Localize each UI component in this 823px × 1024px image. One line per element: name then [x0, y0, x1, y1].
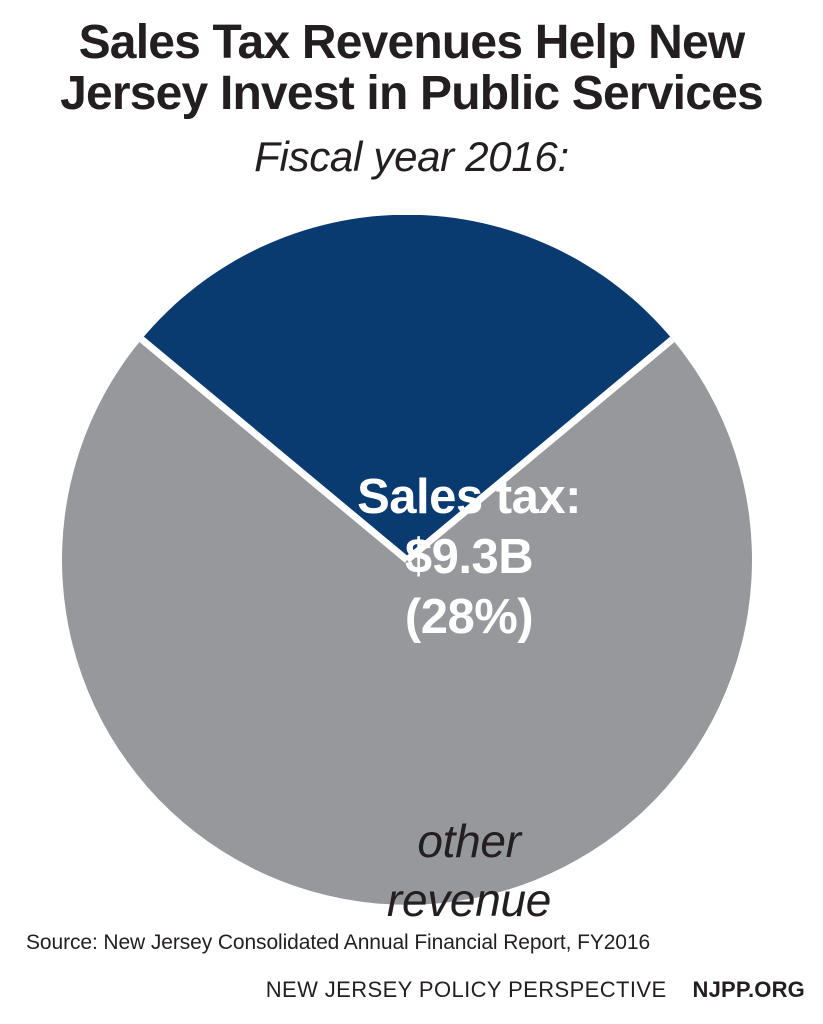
organization-name: NEW JERSEY POLICY PERSPECTIVE	[265, 977, 667, 1002]
pie-slice-other-revenue[interactable]	[62, 339, 752, 905]
title-block: Sales Tax Revenues Help New Jersey Inves…	[0, 16, 823, 180]
pie-separator-right	[404, 336, 675, 563]
pie-separator-left	[139, 336, 410, 563]
pie-chart: Sales tax: $9.3B (28%) other revenue	[62, 215, 752, 926]
source-note: Source: New Jersey Consolidated Annual F…	[26, 931, 651, 954]
pie-chart-svg	[62, 215, 752, 905]
page-title: Sales Tax Revenues Help New Jersey Inves…	[60, 16, 764, 120]
organization-url[interactable]: NJPP.ORG	[692, 977, 805, 1002]
branding-footer: NEW JERSEY POLICY PERSPECTIVE NJPP.ORG	[266, 977, 805, 1003]
chart-subtitle: Fiscal year 2016:	[254, 132, 569, 180]
pie-slice-sales-tax[interactable]	[141, 215, 673, 560]
